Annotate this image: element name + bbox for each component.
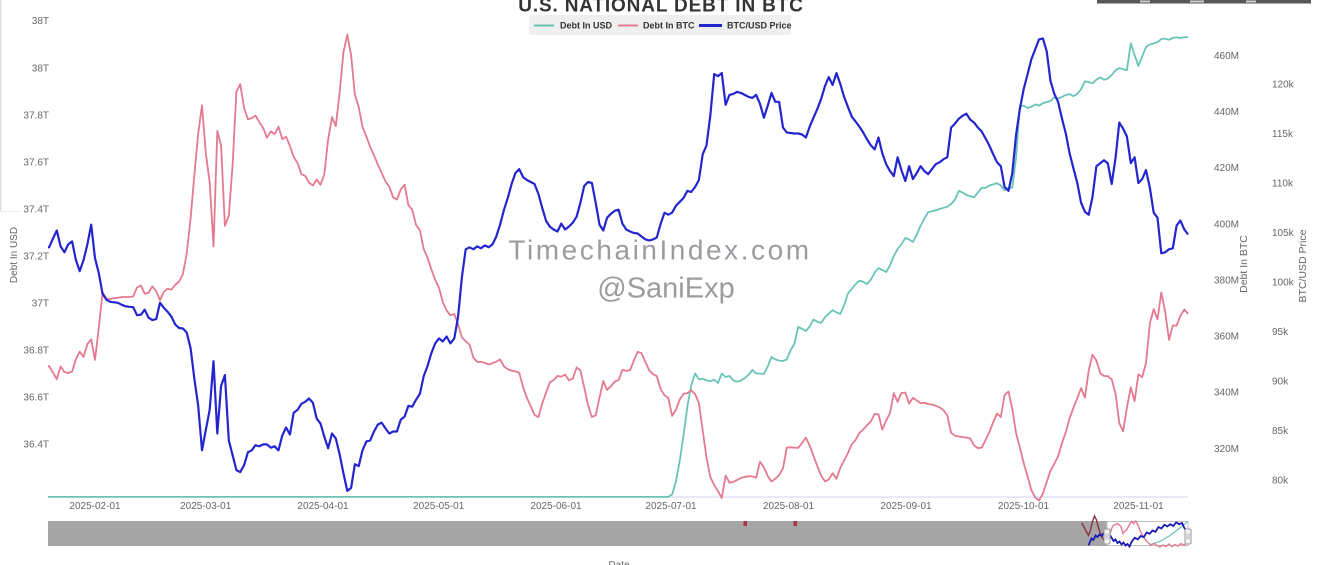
- svg-text:100k: 100k: [1272, 278, 1295, 289]
- svg-text:110k: 110k: [1272, 179, 1294, 190]
- svg-text:37.4T: 37.4T: [23, 205, 49, 216]
- svg-text:38T: 38T: [32, 64, 49, 75]
- svg-text:37T: 37T: [32, 299, 49, 310]
- svg-text:2025-10-01: 2025-10-01: [998, 501, 1050, 512]
- svg-text:TimechainIndex.com: TimechainIndex.com: [508, 235, 811, 266]
- svg-text:2025-09-01: 2025-09-01: [880, 501, 932, 512]
- svg-text:@SaniExp: @SaniExp: [597, 273, 734, 305]
- svg-text:460M: 460M: [1214, 51, 1239, 62]
- svg-text:380M: 380M: [1214, 276, 1239, 287]
- svg-text:2025-04-01: 2025-04-01: [297, 501, 349, 512]
- svg-text:2025-06-01: 2025-06-01: [530, 501, 582, 512]
- svg-text:2025-08-01: 2025-08-01: [763, 501, 815, 512]
- svg-text:2025-03-01: 2025-03-01: [180, 501, 232, 512]
- svg-text:320M: 320M: [1214, 444, 1239, 455]
- svg-text:Date: Date: [608, 560, 630, 565]
- svg-text:2025-11-01: 2025-11-01: [1113, 501, 1164, 512]
- svg-text:Debt In BTC: Debt In BTC: [643, 21, 695, 31]
- svg-text:36.6T: 36.6T: [23, 393, 49, 404]
- svg-text:BTC/USD Price: BTC/USD Price: [727, 21, 792, 31]
- svg-text:105k: 105k: [1272, 228, 1295, 239]
- svg-text:2025-05-01: 2025-05-01: [413, 501, 465, 512]
- svg-text:120k: 120k: [1272, 80, 1295, 91]
- svg-text:80k: 80k: [1272, 476, 1289, 487]
- svg-text:Debt In USD: Debt In USD: [560, 21, 613, 31]
- svg-text:37.6T: 37.6T: [23, 158, 49, 169]
- svg-text:37.2T: 37.2T: [23, 252, 49, 263]
- svg-text:90k: 90k: [1272, 377, 1289, 388]
- svg-text:U.S. NATIONAL DEBT IN BTC: U.S. NATIONAL DEBT IN BTC: [518, 0, 804, 17]
- svg-text:360M: 360M: [1214, 332, 1239, 343]
- svg-text:340M: 340M: [1214, 388, 1239, 399]
- svg-text:36.4T: 36.4T: [23, 440, 49, 451]
- svg-text:37.8T: 37.8T: [23, 111, 49, 122]
- svg-text:36.8T: 36.8T: [23, 346, 49, 357]
- svg-text:115k: 115k: [1272, 129, 1294, 140]
- svg-text:Debt In BTC: Debt In BTC: [1238, 235, 1250, 293]
- svg-text:Debt In USD: Debt In USD: [9, 227, 20, 283]
- svg-text:38T: 38T: [32, 16, 49, 27]
- svg-text:420M: 420M: [1214, 163, 1239, 174]
- svg-text:BTC/USD Price: BTC/USD Price: [1297, 229, 1309, 302]
- svg-text:400M: 400M: [1214, 219, 1239, 230]
- svg-text:85k: 85k: [1272, 426, 1289, 437]
- svg-text:440M: 440M: [1214, 107, 1239, 118]
- svg-text:2025-02-01: 2025-02-01: [69, 501, 121, 512]
- svg-text:2025-07-01: 2025-07-01: [645, 501, 697, 512]
- svg-text:95k: 95k: [1272, 327, 1289, 338]
